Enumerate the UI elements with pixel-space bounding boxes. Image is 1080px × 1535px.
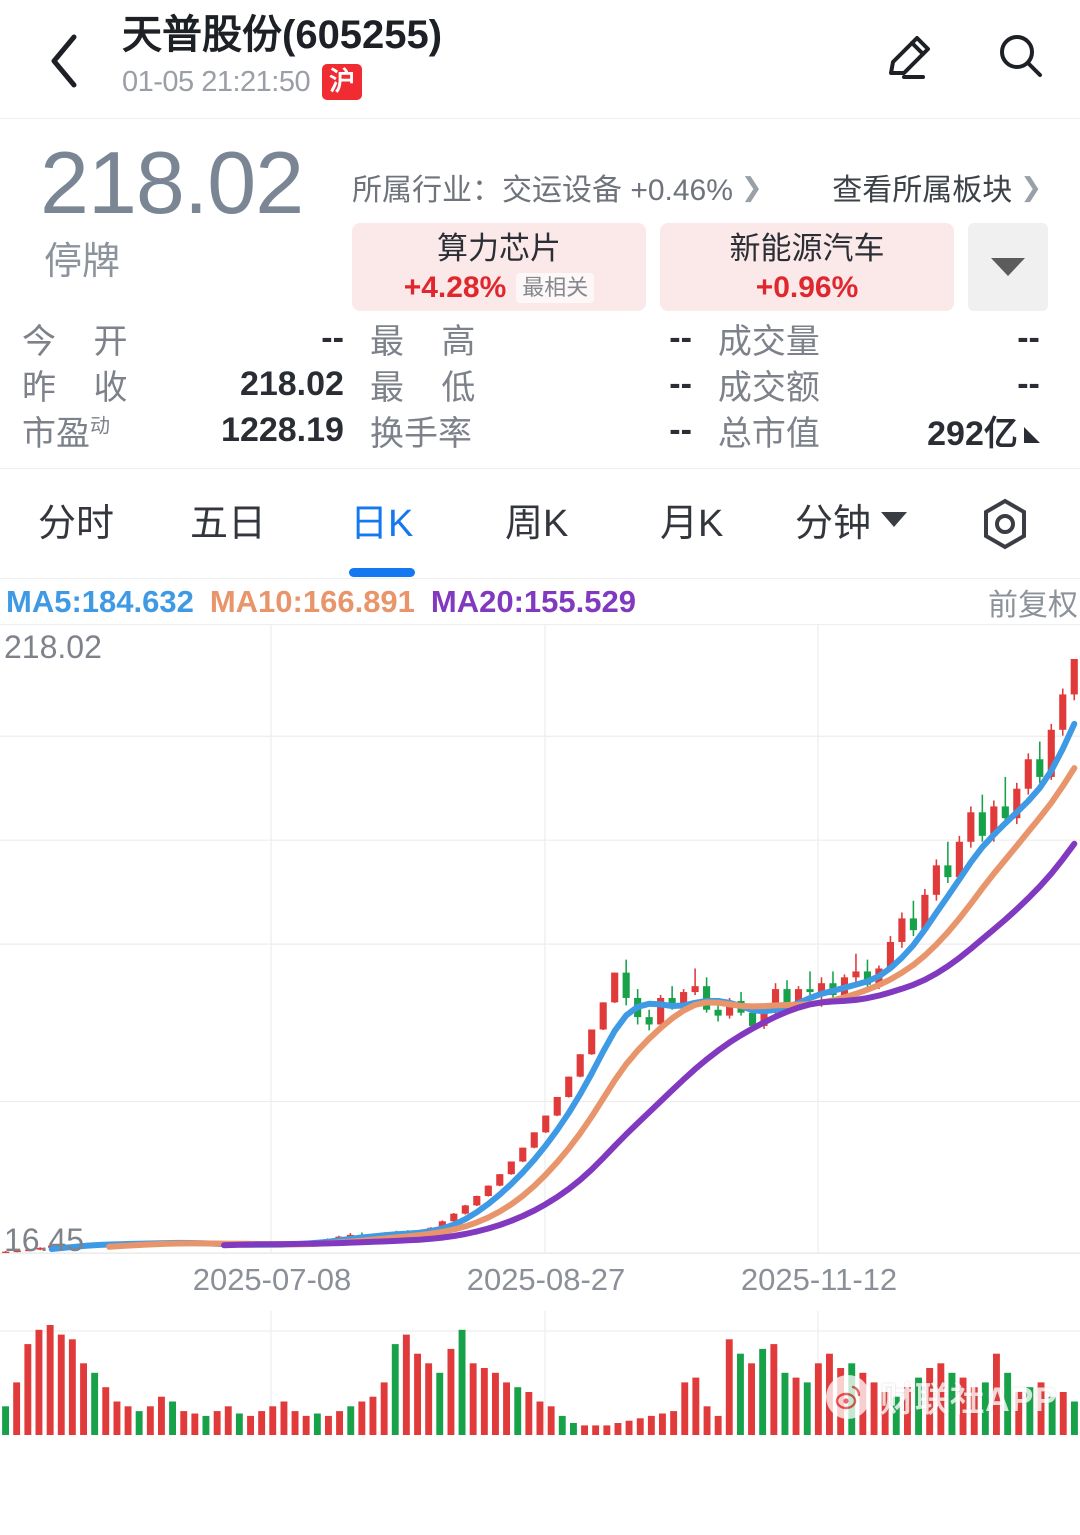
stat-cell: 最 高 -- <box>370 314 718 363</box>
stat-cell: 换手率 -- <box>370 406 718 455</box>
trading-status: 停牌 <box>44 241 121 283</box>
stat-value: -- <box>669 410 692 449</box>
stat-label: 市盈动 <box>22 414 110 453</box>
tab-intraday-dropdown[interactable]: 分钟 <box>795 492 908 555</box>
stat-cell: 最 低 -- <box>370 360 718 409</box>
chart-period-tabs: 分时 五日 日K 周K 月K 分钟 <box>0 469 1080 579</box>
stat-value: 1228.19 <box>221 410 344 449</box>
chevron-right-icon: ❯ <box>1020 171 1042 202</box>
concept-tag-change: +0.96% <box>755 270 859 304</box>
concept-tag-name: 新能源汽车 <box>729 230 885 266</box>
stat-label: 换手率 <box>369 414 472 453</box>
status-badge: 最相关 <box>516 272 595 303</box>
market-badge: 沪 <box>322 64 363 100</box>
tab-label: 月K <box>660 503 724 545</box>
stat-value: -- <box>321 318 344 357</box>
active-tab-indicator <box>348 568 415 577</box>
view-sectors-link[interactable]: 查看所属板块 ❯ <box>832 165 1042 209</box>
tab-label: 五日 <box>190 503 267 545</box>
tab-label: 分时 <box>38 503 115 545</box>
stat-label: 最 高 <box>369 322 490 361</box>
tab-monthly-k[interactable]: 月K <box>660 492 723 555</box>
table-row: 昨 收 218.02 最 低 -- 成交额 -- <box>22 361 1066 407</box>
y-axis-min-label: 16.45 <box>4 1222 85 1258</box>
industry-label: 所属行业： <box>352 174 502 207</box>
concept-tag-card[interactable]: 算力芯片 +4.28% 最相关 <box>352 223 646 311</box>
stat-cell: 市盈动 1228.19 <box>22 406 370 455</box>
price-row: 218.02 停牌 所属行业： 交运设备 +0.46% ❯ 查看所属板块 ❯ 算… <box>22 119 1058 311</box>
stat-label-superscript: 动 <box>90 415 110 438</box>
table-row: 今 开 -- 最 高 -- 成交量 -- <box>22 315 1066 361</box>
concept-tag-card[interactable]: 新能源汽车 +0.96% <box>660 223 954 311</box>
stat-cell: 总市值 292亿 <box>718 406 1066 455</box>
quote-timestamp: 01-05 21:21:50 <box>122 66 311 98</box>
concept-tag-name: 算力芯片 <box>437 230 561 266</box>
stat-label: 最 低 <box>369 368 490 407</box>
tab-daily-k[interactable]: 日K <box>348 492 415 577</box>
x-axis: 2025-07-08 2025-08-27 2025-11-12 <box>0 1253 1080 1311</box>
price-chart[interactable]: 218.02 16.45 2025-07-08 2025-08-27 2025-11… <box>0 625 1080 1311</box>
stat-value: -- <box>669 364 692 403</box>
concept-tag-change: +4.28% <box>403 270 507 304</box>
chevron-down-icon <box>991 258 1025 276</box>
tab-weekly-k[interactable]: 周K <box>505 492 568 555</box>
expand-tags-button[interactable] <box>968 223 1048 311</box>
concept-tag-sub: +0.96% <box>756 271 859 305</box>
stat-value: 218.02 <box>239 364 344 403</box>
adjust-mode-label: 前复权 <box>988 588 1078 622</box>
header-subline: 01-05 21:21:50 沪 <box>122 64 442 100</box>
ma10-legend: MA10:166.891 <box>209 583 415 619</box>
stat-label: 昨 收 <box>22 368 142 407</box>
chevron-right-icon: ❯ <box>740 171 763 202</box>
x-axis-tick-label: 2025-08-27 <box>466 1262 626 1297</box>
page-title: 天普股份(605255) <box>122 13 443 57</box>
quote-panel: 218.02 停牌 所属行业： 交运设备 +0.46% ❯ 查看所属板块 ❯ 算… <box>0 119 1080 469</box>
table-row: 市盈动 1228.19 换手率 -- 总市值 292亿 <box>22 407 1066 453</box>
chevron-down-icon <box>881 512 908 527</box>
last-price: 218.02 <box>40 133 304 232</box>
stat-value: -- <box>1017 364 1040 403</box>
concept-tag-row: 算力芯片 +4.28% 最相关 新能源汽车 +0.96% <box>352 223 1048 311</box>
concept-tag-sub: +4.28% 最相关 <box>404 271 595 305</box>
back-button[interactable] <box>34 30 96 92</box>
stat-label: 成交量 <box>717 322 820 361</box>
tab-label: 日K <box>350 503 414 545</box>
stat-value: -- <box>669 318 692 357</box>
hexagon-settings-icon[interactable] <box>972 491 1038 557</box>
tab-label: 分钟 <box>795 503 872 545</box>
ma-legend: MA5:184.632 MA10:166.891 MA20:155.529 前复… <box>0 579 1080 625</box>
stat-cell: 成交额 -- <box>718 360 1066 409</box>
tab-five-day[interactable]: 五日 <box>190 492 266 555</box>
ma5-legend: MA5:184.632 <box>6 583 194 619</box>
stat-cell: 今 开 -- <box>22 314 370 363</box>
stat-cell: 成交量 -- <box>718 314 1066 363</box>
tab-label: 周K <box>505 503 569 545</box>
stat-label: 成交额 <box>717 368 820 407</box>
tab-minute-line[interactable]: 分时 <box>38 492 114 555</box>
view-sectors-label: 查看所属板块 <box>832 174 1013 207</box>
ma20-legend: MA20:155.529 <box>430 583 636 619</box>
pencil-icon[interactable] <box>878 24 944 90</box>
stat-label: 今 开 <box>22 322 142 361</box>
triangle-up-icon <box>1023 426 1040 443</box>
x-axis-tick-label: 2025-11-12 <box>740 1262 898 1297</box>
stat-cell: 昨 收 218.02 <box>22 360 370 409</box>
search-icon[interactable] <box>988 24 1054 90</box>
stat-label: 总市值 <box>717 414 820 453</box>
app-header: 天普股份(605255) 01-05 21:21:50 沪 <box>0 0 1080 119</box>
x-axis-tick-label: 2025-07-08 <box>192 1262 352 1297</box>
quote-stats-grid: 今 开 -- 最 高 -- 成交量 -- 昨 收 218.02 最 低 -- 成交额 -- … <box>22 315 1066 453</box>
stat-value: -- <box>1017 318 1040 357</box>
stat-value: 292亿 <box>927 406 1066 455</box>
volume-chart[interactable]: 财联社APP <box>0 1311 1080 1435</box>
y-axis-max-label: 218.02 <box>4 629 102 665</box>
header-actions <box>878 24 1054 90</box>
header-titles: 天普股份(605255) 01-05 21:21:50 沪 <box>122 10 442 100</box>
industry-link[interactable]: 所属行业： 交运设备 +0.46% ❯ <box>352 165 763 209</box>
industry-value: 交运设备 +0.46% <box>502 174 733 207</box>
